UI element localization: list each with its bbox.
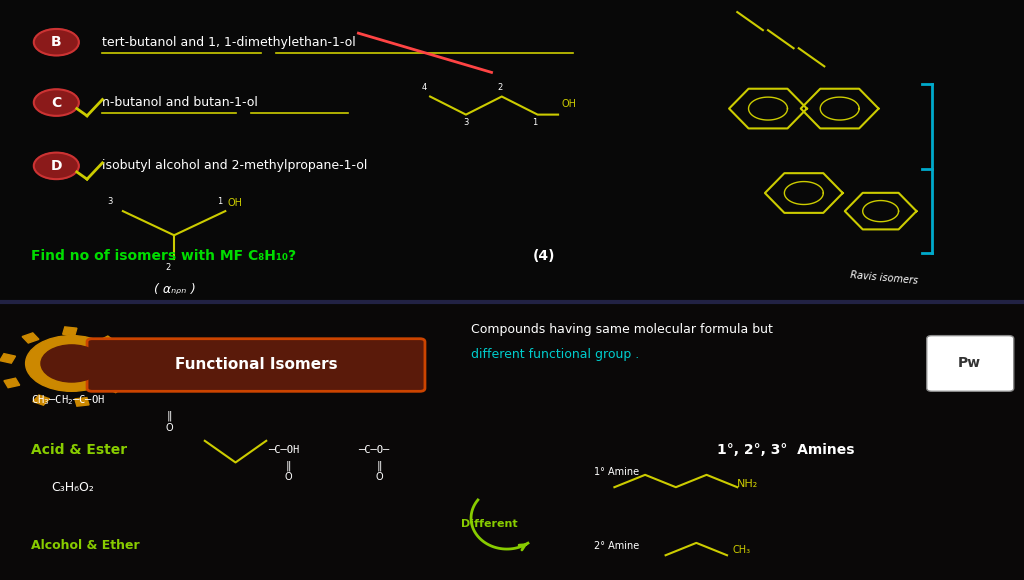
Text: ‖: ‖ bbox=[376, 461, 382, 471]
Text: ‖: ‖ bbox=[166, 411, 172, 421]
Bar bbox=[33, 395, 49, 405]
Text: CH₃: CH₃ bbox=[732, 545, 751, 555]
Text: 4: 4 bbox=[422, 84, 427, 92]
Text: CH$_3$─CH$_2$─C─OH: CH$_3$─CH$_2$─C─OH bbox=[31, 394, 104, 408]
Bar bbox=[106, 382, 124, 393]
Text: 2: 2 bbox=[166, 263, 171, 272]
Circle shape bbox=[26, 336, 118, 392]
Text: Different: Different bbox=[461, 519, 517, 530]
Text: different functional group .: different functional group . bbox=[471, 347, 639, 361]
Text: 1°, 2°, 3°  Amines: 1°, 2°, 3° Amines bbox=[717, 443, 854, 457]
Text: 3: 3 bbox=[108, 197, 113, 206]
Text: O: O bbox=[375, 472, 383, 481]
Text: ‖: ‖ bbox=[286, 461, 292, 471]
Text: Functional Isomers: Functional Isomers bbox=[175, 357, 337, 372]
Text: D: D bbox=[50, 159, 62, 173]
Text: 1° Amine: 1° Amine bbox=[594, 467, 639, 477]
Text: OH: OH bbox=[227, 198, 243, 208]
Text: (4): (4) bbox=[532, 249, 555, 263]
FancyBboxPatch shape bbox=[87, 339, 425, 392]
Bar bbox=[0, 354, 15, 363]
Circle shape bbox=[41, 345, 102, 382]
Bar bbox=[119, 360, 131, 367]
Text: O: O bbox=[165, 423, 173, 433]
Text: ─C─OH: ─C─OH bbox=[268, 445, 300, 455]
Circle shape bbox=[34, 29, 79, 56]
Bar bbox=[23, 333, 39, 343]
Text: 3: 3 bbox=[463, 118, 468, 127]
Text: O: O bbox=[285, 472, 293, 481]
Bar bbox=[75, 397, 89, 406]
Text: C₃H₆O₂: C₃H₆O₂ bbox=[51, 481, 94, 494]
Text: 2: 2 bbox=[498, 84, 503, 92]
Text: Compounds having same molecular formula but: Compounds having same molecular formula … bbox=[471, 323, 773, 336]
Text: 1: 1 bbox=[217, 197, 222, 206]
Text: n-butanol and butan-1-ol: n-butanol and butan-1-ol bbox=[102, 96, 258, 109]
FancyBboxPatch shape bbox=[927, 336, 1014, 392]
Text: ( αₙᵨₙ  ): ( αₙᵨₙ ) bbox=[154, 283, 196, 296]
Text: Find no of isomers with MF C₈H₁₀?: Find no of isomers with MF C₈H₁₀? bbox=[31, 249, 296, 263]
Circle shape bbox=[34, 89, 79, 116]
Bar bbox=[98, 336, 116, 346]
Text: ─C─O─: ─C─O─ bbox=[358, 445, 390, 455]
Circle shape bbox=[34, 153, 79, 179]
Text: C: C bbox=[51, 96, 61, 110]
Text: Pw: Pw bbox=[958, 357, 981, 371]
Text: NH₂: NH₂ bbox=[737, 479, 759, 489]
Text: tert-butanol and 1, 1-dimethylethan-1-ol: tert-butanol and 1, 1-dimethylethan-1-ol bbox=[102, 36, 356, 49]
Text: Ravis isomers: Ravis isomers bbox=[850, 270, 919, 285]
Text: OH: OH bbox=[561, 99, 577, 110]
Text: B: B bbox=[51, 35, 61, 49]
Text: isobutyl alcohol and 2-methylpropane-1-ol: isobutyl alcohol and 2-methylpropane-1-o… bbox=[102, 160, 368, 172]
Bar bbox=[4, 378, 19, 387]
Text: 2° Amine: 2° Amine bbox=[594, 541, 639, 551]
Bar bbox=[62, 327, 77, 335]
Text: Acid & Ester: Acid & Ester bbox=[31, 443, 127, 457]
Text: 1: 1 bbox=[532, 118, 538, 127]
FancyBboxPatch shape bbox=[0, 302, 1024, 580]
FancyBboxPatch shape bbox=[0, 0, 1024, 302]
Text: Alcohol & Ether: Alcohol & Ether bbox=[31, 539, 139, 553]
